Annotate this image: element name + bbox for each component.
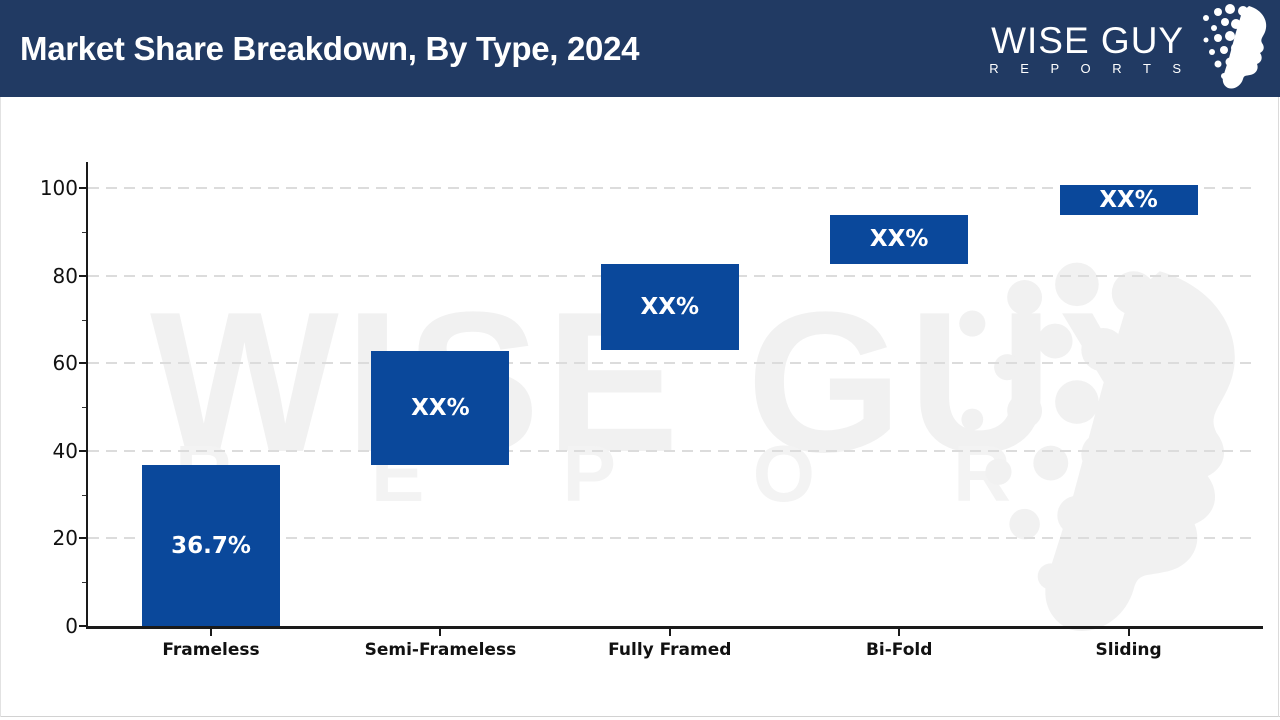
y-axis-tick-label: 0 (65, 613, 78, 638)
waterfall-bar-frameless: 36.7% (142, 465, 280, 626)
bar-value-label: 36.7% (171, 532, 251, 559)
right-edge-line (1278, 97, 1279, 717)
y-axis-minor-tick (82, 494, 87, 496)
y-axis-minor-tick (82, 319, 87, 321)
y-axis-tick-label: 80 (52, 263, 78, 288)
y-axis-minor-tick (82, 232, 87, 234)
y-axis-tick-label: 100 (39, 176, 78, 201)
brand-name: WISE GUY (991, 19, 1185, 61)
x-axis-tick (1127, 628, 1130, 636)
x-axis-category-label: Bi-Fold (865, 639, 933, 660)
waterfall-bar-fully-framed: XX% (600, 263, 739, 351)
bar-value-label: XX% (1099, 186, 1158, 213)
y-axis-tick (79, 362, 87, 365)
x-axis-tick (898, 628, 901, 636)
y-axis-minor-tick (82, 407, 87, 409)
x-axis-category-label: Sliding (1095, 639, 1162, 660)
y-axis-tick (79, 624, 87, 627)
brand-logo-text: WISE GUY R E P O R T S (985, 22, 1190, 76)
y-gridline (88, 537, 1258, 540)
brand-logo: WISE GUY R E P O R T S (985, 2, 1280, 96)
y-axis-minor-tick (82, 582, 87, 584)
y-axis-tick (79, 274, 87, 277)
y-axis-tick-label: 40 (52, 438, 78, 463)
page-title: Market Share Breakdown, By Type, 2024 (20, 29, 640, 67)
x-axis-category-label: Frameless (162, 639, 260, 660)
x-axis-category-label: Fully Framed (608, 639, 732, 660)
y-axis-tick (79, 187, 87, 190)
x-axis-tick (210, 628, 212, 636)
x-axis-tick (439, 628, 442, 636)
y-gridline (88, 187, 1258, 190)
brand-subtitle: R E P O R T S (989, 60, 1190, 76)
y-axis-tick-label: 20 (52, 526, 78, 551)
x-axis-tick (668, 628, 671, 636)
bottom-edge-line (0, 716, 1280, 717)
waterfall-bar-semi-frameless: XX% (371, 350, 510, 466)
y-axis-tick (79, 449, 87, 452)
bar-value-label: XX% (640, 293, 700, 320)
bar-value-label: XX% (411, 394, 470, 421)
waterfall-bar-sliding: XX% (1059, 184, 1198, 215)
x-axis-category-label: Semi-Frameless (364, 639, 517, 660)
y-gridline (88, 449, 1258, 452)
waterfall-bar-bi-fold: XX% (830, 214, 969, 264)
header-band: Market Share Breakdown, By Type, 2024 WI… (0, 0, 1280, 97)
y-axis-tick-label: 60 (52, 351, 78, 376)
brand-face-icon (1194, 2, 1272, 96)
y-axis-tick (79, 537, 87, 540)
left-edge-line (0, 97, 1, 717)
x-axis-line (86, 625, 1263, 629)
bar-value-label: XX% (869, 226, 929, 253)
y-axis-line (86, 162, 88, 629)
y-gridline (88, 362, 1258, 365)
